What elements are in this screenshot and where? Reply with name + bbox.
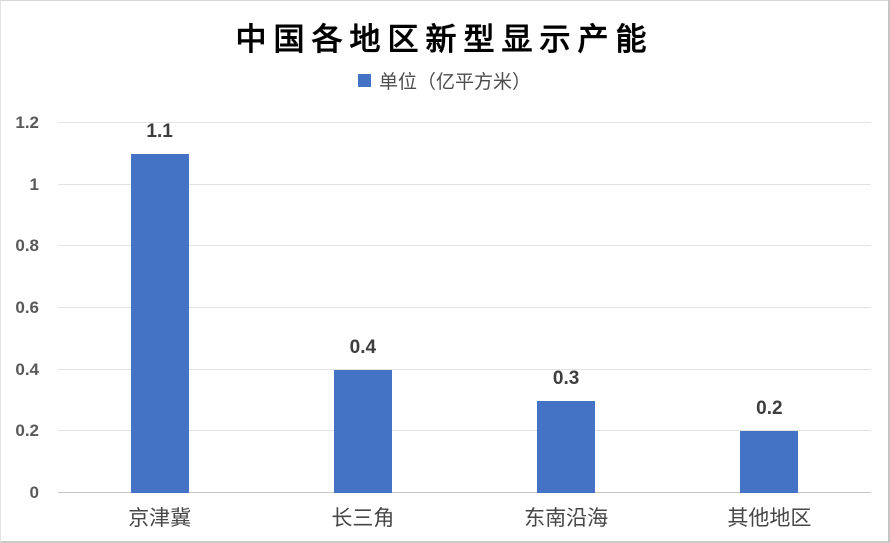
- y-tick-label: 0: [29, 483, 39, 502]
- bar: [333, 369, 392, 493]
- category-slot: 1.1 京津冀: [58, 120, 261, 530]
- bar: [537, 400, 596, 493]
- y-tick-label: 0.2: [15, 421, 39, 441]
- x-axis-line: [58, 492, 871, 493]
- gridline: [58, 430, 871, 432]
- gridline: [58, 245, 871, 247]
- y-tick-label: 0.4: [15, 359, 39, 379]
- bar: [130, 153, 189, 493]
- category-slot: 0.4 长三角: [261, 123, 464, 530]
- y-tick-label: 1.2: [15, 113, 39, 132]
- legend-swatch-icon: [357, 74, 371, 87]
- legend-label: 单位（亿平方米）: [378, 71, 531, 93]
- category-label: 京津冀: [128, 506, 192, 530]
- y-tick-label: 1: [29, 174, 39, 194]
- gridline: [58, 183, 871, 185]
- category-label: 其他地区: [727, 506, 812, 530]
- bar-value-label: 0.2: [756, 398, 783, 420]
- bar-value-label: 0.3: [552, 367, 580, 389]
- chart-title: 中国各地区新型显示产能: [235, 22, 654, 58]
- bar-value-label: 0.4: [349, 336, 377, 358]
- y-tick-label: 0.8: [15, 236, 39, 256]
- category-slot: 0.3 东南沿海: [465, 123, 668, 530]
- gridline: [58, 307, 871, 308]
- bar-value-label: 1.1: [146, 120, 173, 142]
- category-label: 长三角: [331, 506, 395, 530]
- legend: 单位（亿平方米）: [1, 67, 888, 94]
- category-label: 东南沿海: [524, 506, 609, 530]
- y-axis-labels: 0 0.2 0.4 0.6 0.8 1 1.2: [1, 113, 48, 502]
- gridline: [58, 122, 871, 123]
- y-tick-label: 0.6: [15, 298, 39, 317]
- gridline: [58, 368, 871, 370]
- bar: [740, 431, 799, 493]
- category-slot: 0.2 其他地区: [668, 123, 871, 530]
- plot-area: 1.1 京津冀 0.4 长三角 0.3 东南沿海 0.2 其他地区: [58, 120, 871, 530]
